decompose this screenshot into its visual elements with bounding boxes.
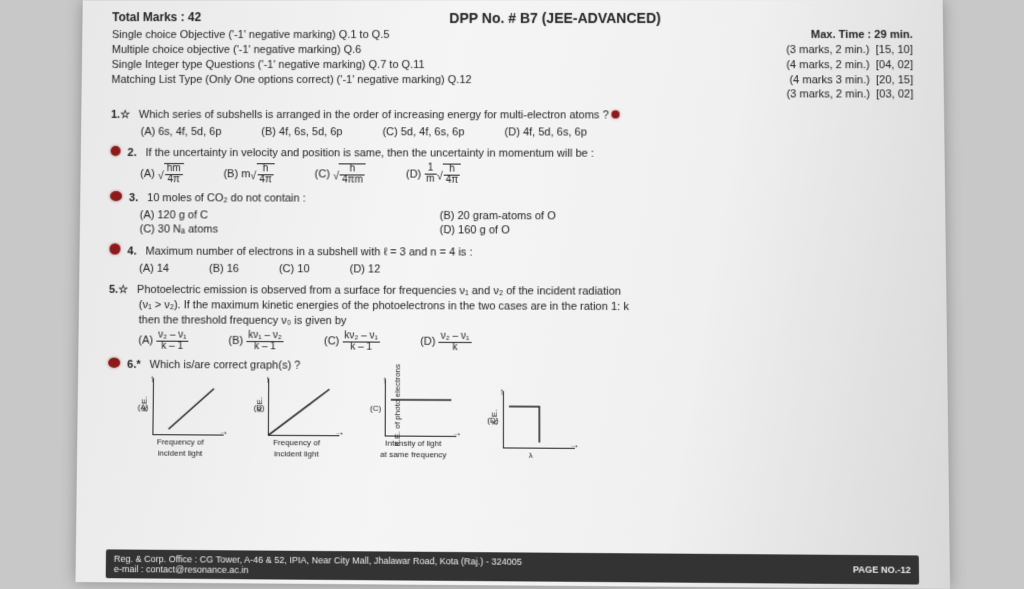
page-number: PAGE NO.-12 bbox=[853, 564, 911, 575]
option-c: (C) 30 Nₐ atoms bbox=[139, 223, 439, 239]
option-a: (A) √hm4π bbox=[140, 163, 184, 185]
marks-cell: (3 marks, 2 min.) bbox=[786, 89, 870, 101]
option-a: (A) 14 bbox=[139, 262, 169, 277]
graph-d: (D) ↑ → K.E. λ bbox=[487, 391, 574, 462]
opt-label: (C) bbox=[370, 404, 381, 415]
bullet-icon bbox=[109, 244, 120, 255]
option-b: (B) 20 gram-atoms of O bbox=[440, 209, 743, 225]
option-c: (C) 10 bbox=[279, 262, 310, 277]
option-b: (B) 16 bbox=[209, 262, 239, 277]
question-5: 5.☆ Photoelectric emission is observed f… bbox=[108, 283, 916, 355]
marks-cell: (3 marks, 2 min.) bbox=[786, 44, 869, 56]
code-cell: [03, 02] bbox=[876, 89, 913, 101]
footer-bar: Reg. & Corp. Office : CG Tower, A-46 & 5… bbox=[106, 549, 919, 584]
question-4: 4. Maximum number of electrons in a subs… bbox=[109, 244, 915, 280]
q-number: 3. bbox=[129, 192, 138, 204]
x-label: Intensity of light at same frequency bbox=[370, 439, 457, 462]
option-d: (D) ν₂ – ν₁k bbox=[420, 331, 471, 353]
option-a: (A) 6s, 4f, 5d, 6p bbox=[141, 125, 222, 140]
graph-a: (A) ↑ → K.E. Frequency of incident light bbox=[137, 378, 224, 460]
footer-email: e-mail : contact@resonance.ac.in bbox=[114, 564, 249, 575]
marking-scheme: Single choice Objective ('-1' negative m… bbox=[111, 28, 913, 103]
y-label: K.E. bbox=[489, 409, 500, 425]
marks-cell: (4 marks 3 min.) bbox=[789, 74, 869, 86]
bullet-icon bbox=[111, 146, 121, 156]
dpp-title: DPP No. # B7 (JEE-ADVANCED) bbox=[449, 10, 660, 26]
code-cell: [04, 02] bbox=[876, 59, 913, 71]
marks-cell: (4 marks, 2 min.) bbox=[786, 59, 870, 71]
question-3: 3. 10 moles of CO₂ do not contain : (A) … bbox=[110, 191, 915, 240]
total-marks: Total Marks : 42 bbox=[112, 10, 201, 26]
y-label: K.E. bbox=[139, 397, 150, 412]
max-time: Max. Time : 29 min. bbox=[811, 29, 913, 41]
q-text: Which series of subshells is arranged in… bbox=[139, 109, 609, 122]
code-cell: [15, 10] bbox=[876, 44, 913, 56]
option-a: (A) 120 g of C bbox=[140, 208, 440, 224]
option-d: (D) 1m√h4π bbox=[406, 163, 461, 185]
option-b: (B) m√h4π bbox=[223, 163, 274, 185]
option-d: (D) 12 bbox=[350, 262, 381, 277]
code-cell: [20, 15] bbox=[876, 74, 913, 86]
q-text: Photoelectric emission is observed from … bbox=[137, 284, 621, 298]
scheme-line: Matching List Type (Only One options cor… bbox=[111, 72, 471, 87]
option-d: (D) 160 g of O bbox=[440, 224, 743, 240]
option-c: (C) √h4πm bbox=[315, 163, 366, 185]
q-text: If the uncertainty in velocity and posit… bbox=[146, 147, 594, 160]
x-label: λ bbox=[487, 451, 574, 463]
scheme-line: Multiple choice objective ('-1' negative… bbox=[112, 43, 362, 58]
y-label: K.E. bbox=[255, 397, 266, 412]
q-text: 10 moles of CO₂ do not contain : bbox=[147, 192, 306, 204]
worksheet-page: Total Marks : 42 DPP No. # B7 (JEE-ADVAN… bbox=[76, 0, 951, 589]
option-b: (B) kν₁ – ν₂k – 1 bbox=[228, 330, 283, 352]
q-number: 6.* bbox=[127, 358, 141, 370]
scheme-line: Single Integer type Questions ('-1' nega… bbox=[112, 58, 425, 73]
x-label: Frequency of incident light bbox=[253, 438, 339, 461]
option-a: (A) ν₂ – ν₁k – 1 bbox=[138, 330, 188, 352]
bullet-icon bbox=[108, 357, 120, 367]
option-c: (C) kν₂ – ν₁k – 1 bbox=[324, 331, 380, 353]
question-1: 1.☆ Which series of subshells is arrange… bbox=[111, 108, 914, 141]
graph-c: (C) ↑ → K.E. of photo electrons Intensit… bbox=[370, 380, 457, 462]
q-number: 5.☆ bbox=[109, 284, 128, 296]
q-number: 1.☆ bbox=[111, 109, 130, 121]
header: Total Marks : 42 DPP No. # B7 (JEE-ADVAN… bbox=[112, 10, 913, 26]
q-text: Which is/are correct graph(s) ? bbox=[150, 358, 301, 371]
question-6: 6.* Which is/are correct graph(s) ? (A) … bbox=[107, 357, 918, 464]
x-label: Frequency of incident light bbox=[137, 437, 223, 460]
q-number: 4. bbox=[127, 246, 136, 258]
question-2: 2. If the uncertainty in velocity and po… bbox=[110, 146, 914, 187]
q-text: then the threshold frequency ν₀ is given… bbox=[139, 314, 347, 327]
graph-b: (B) ↑ → K.E. Frequency of incident light bbox=[253, 379, 340, 461]
option-b: (B) 4f, 6s, 5d, 6p bbox=[261, 125, 342, 140]
q-number: 2. bbox=[127, 147, 136, 159]
bullet-icon bbox=[612, 111, 620, 119]
option-c: (C) 5d, 4f, 6s, 6p bbox=[382, 125, 464, 140]
q-text: Maximum number of electrons in a subshel… bbox=[146, 246, 473, 259]
bullet-icon bbox=[110, 191, 122, 201]
q-text: (ν₁ > ν₂). If the maximum kinetic energi… bbox=[139, 299, 629, 313]
scheme-line: Single choice Objective ('-1' negative m… bbox=[112, 28, 390, 43]
option-d: (D) 4f, 5d, 6s, 6p bbox=[505, 125, 587, 140]
